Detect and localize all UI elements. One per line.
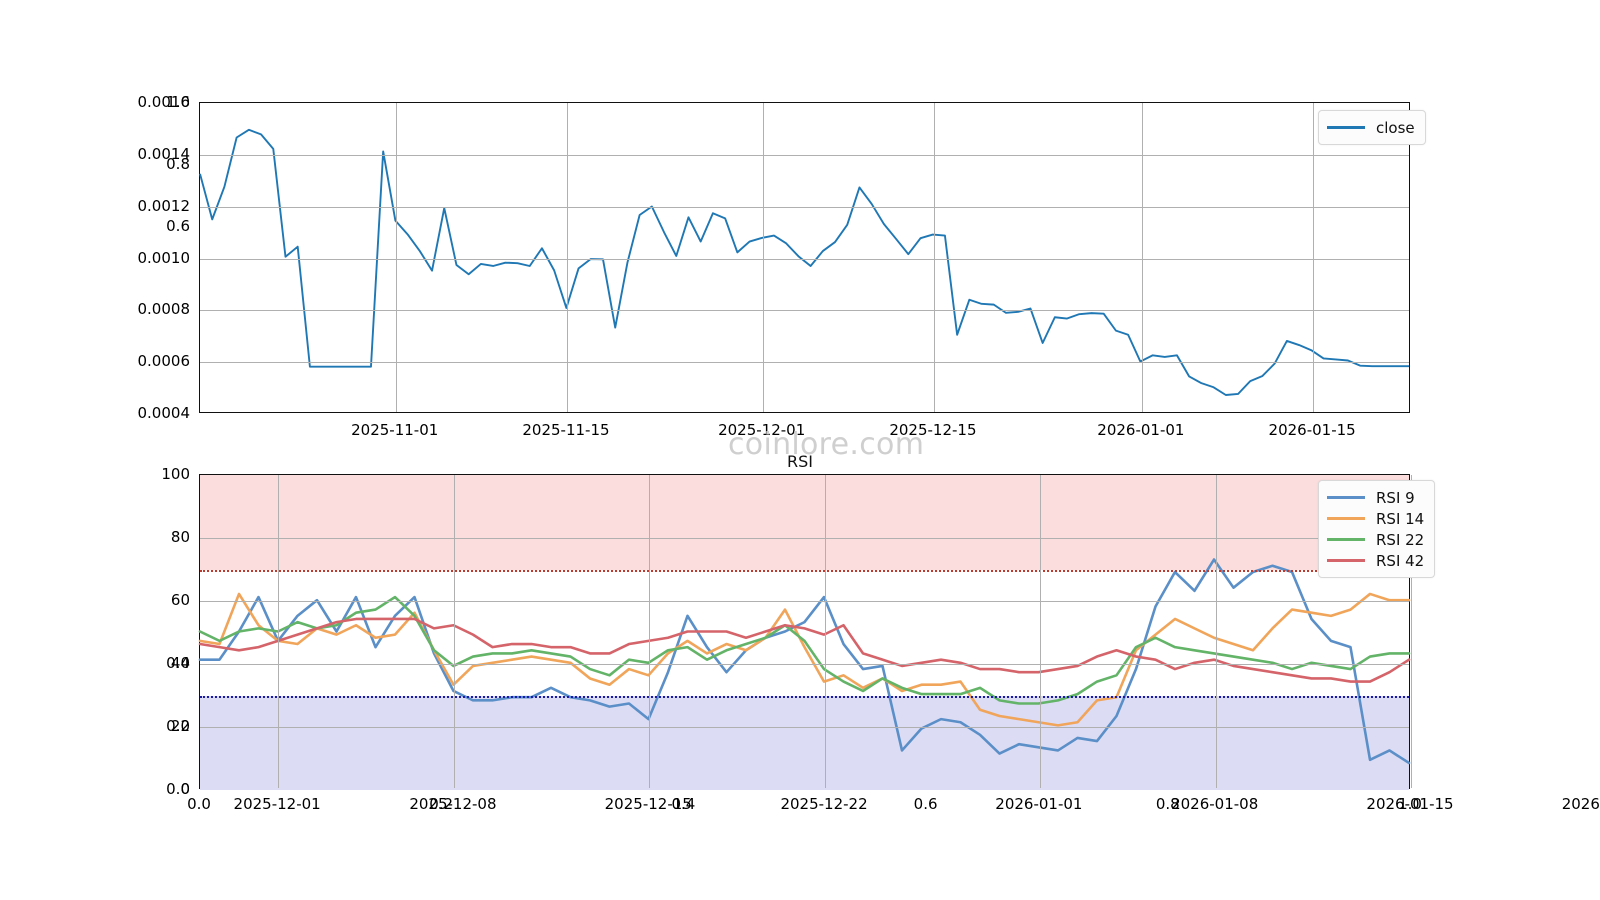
legend-item-rsi-22[interactable]: RSI 22 — [1327, 529, 1424, 550]
price-x-tick-1: 2025-11-15 — [522, 421, 610, 439]
rsi-gridline-v — [1216, 475, 1217, 788]
legend-item-rsi-42[interactable]: RSI 42 — [1327, 550, 1424, 571]
price-y-tick-2: 0.0008 — [137, 300, 191, 319]
price-gridline-v — [1313, 103, 1314, 412]
price-gridline-h — [200, 259, 1409, 260]
legend-swatch-icon — [1327, 126, 1365, 129]
legend-label: RSI 9 — [1376, 488, 1415, 507]
legend-label: RSI 14 — [1376, 509, 1425, 528]
legend-swatch-icon — [1327, 559, 1365, 562]
price-line-svg — [200, 103, 1409, 412]
rsi-line-rsi-22 — [200, 597, 1409, 703]
rsi-y-tick-0: 0 — [180, 780, 190, 798]
price-gridline-h — [200, 207, 1409, 208]
rsi-x-tick-2: 2025-12-15 — [604, 795, 692, 813]
price-y-tick-1: 0.0006 — [137, 352, 191, 371]
price-gridline-v — [763, 103, 764, 412]
price-y-tick-0: 0.0004 — [137, 404, 191, 422]
price-y2-tick-0: 0.6 — [166, 217, 190, 236]
rsi-y-tick-5: 100 — [161, 465, 190, 483]
price-x-tick-3: 2025-12-15 — [889, 421, 977, 439]
rsi-y2-tick-2: 0.4 — [166, 654, 190, 672]
rsi-line-rsi-9 — [200, 560, 1409, 763]
rsi-x2-tick-1: 0.2 — [429, 795, 454, 813]
rsi-line-rsi-42 — [200, 619, 1409, 682]
price-y-tick-5: 0.0014 — [137, 144, 191, 163]
oversold-threshold-line — [200, 695, 1409, 698]
rsi-x-tick-3: 2025-12-22 — [780, 795, 868, 813]
price-chart-plot-area — [199, 102, 1410, 413]
rsi-x-tick-1: 2025-12-08 — [409, 795, 497, 813]
rsi-gridline-h — [200, 601, 1409, 602]
legend-swatch-icon — [1327, 517, 1365, 520]
rsi-x2-tick-2: 0.4 — [671, 795, 696, 813]
legend-label: RSI 42 — [1376, 551, 1425, 570]
rsi-x-tick-4: 2026-01-01 — [995, 795, 1083, 813]
price-close-line — [200, 130, 1409, 395]
rsi-gridline-v — [1040, 475, 1041, 788]
rsi-title: RSI — [787, 452, 813, 471]
price-x-tick-5: 2026-01-15 — [1268, 421, 1356, 439]
rsi-gridline-v — [278, 475, 279, 788]
oversold-band — [200, 695, 1409, 790]
legend-item-rsi-14[interactable]: RSI 14 — [1327, 508, 1424, 529]
overbought-band — [200, 475, 1409, 570]
rsi-gridline-h — [200, 538, 1409, 539]
watermark: coinlore.com — [728, 427, 925, 462]
price-legend: close — [1318, 110, 1426, 145]
price-x-tick-4: 2026-01-01 — [1097, 421, 1185, 439]
rsi-gridline-v — [649, 475, 650, 788]
rsi-chart-plot-area — [199, 474, 1412, 790]
rsi-gridline-v — [1411, 475, 1412, 788]
legend-swatch-icon — [1327, 538, 1365, 541]
price-y2-tick-2: 1.0 — [166, 93, 190, 111]
rsi-x-tick-7: 2026-01-22 — [1561, 795, 1600, 813]
legend-item-rsi-9[interactable]: RSI 9 — [1327, 487, 1424, 508]
rsi-y-tick-3: 60 — [170, 591, 190, 609]
rsi-line-svg — [200, 475, 1409, 788]
rsi-y-tick-2: 40 — [170, 654, 190, 672]
price-gridline-h — [200, 362, 1409, 363]
price-y-tick-4: 0.0012 — [137, 196, 191, 215]
price-gridline-v — [567, 103, 568, 412]
price-x-tick-0: 2025-11-01 — [351, 421, 439, 439]
price-y-tick-3: 0.0010 — [137, 248, 191, 267]
rsi-y-tick-4: 80 — [170, 528, 190, 546]
rsi-y2-tick-0: 0.0 — [166, 780, 190, 798]
price-gridline-v — [1142, 103, 1143, 412]
rsi-x2-tick-4: 0.8 — [1155, 795, 1180, 813]
price-gridline-v — [396, 103, 397, 412]
rsi-gridline-v — [825, 475, 826, 788]
legend-item-close[interactable]: close — [1327, 117, 1415, 138]
rsi-x-tick-5: 2026-01-08 — [1171, 795, 1259, 813]
rsi-line-rsi-14 — [200, 594, 1409, 725]
rsi-x-tick-0: 2025-12-01 — [233, 795, 321, 813]
rsi-gridline-h — [200, 727, 1409, 728]
rsi-y-tick-1: 20 — [170, 717, 190, 735]
price-gridline-v — [934, 103, 935, 412]
overbought-threshold-line — [200, 569, 1409, 572]
rsi-x2-tick-5: 1.0 — [1398, 795, 1422, 813]
legend-swatch-icon — [1327, 496, 1365, 499]
rsi-gridline-h — [200, 664, 1409, 665]
rsi-x-tick-6: 2026-01-15 — [1366, 795, 1454, 813]
price-y2-tick-1: 0.8 — [166, 155, 190, 174]
legend-label: close — [1376, 118, 1415, 137]
rsi-legend: RSI 9 RSI 14 RSI 22 RSI 42 — [1318, 480, 1436, 578]
price-gridline-h — [200, 310, 1409, 311]
rsi-y2-tick-1: 0.2 — [166, 717, 190, 735]
price-gridline-h — [200, 155, 1409, 156]
rsi-x2-tick-3: 0.6 — [913, 795, 938, 813]
rsi-gridline-v — [454, 475, 455, 788]
price-x-tick-2: 2025-12-01 — [718, 421, 806, 439]
rsi-x2-tick-0: 0.0 — [187, 795, 211, 813]
legend-label: RSI 22 — [1376, 530, 1425, 549]
price-y-tick-6: 0.0016 — [137, 93, 191, 111]
